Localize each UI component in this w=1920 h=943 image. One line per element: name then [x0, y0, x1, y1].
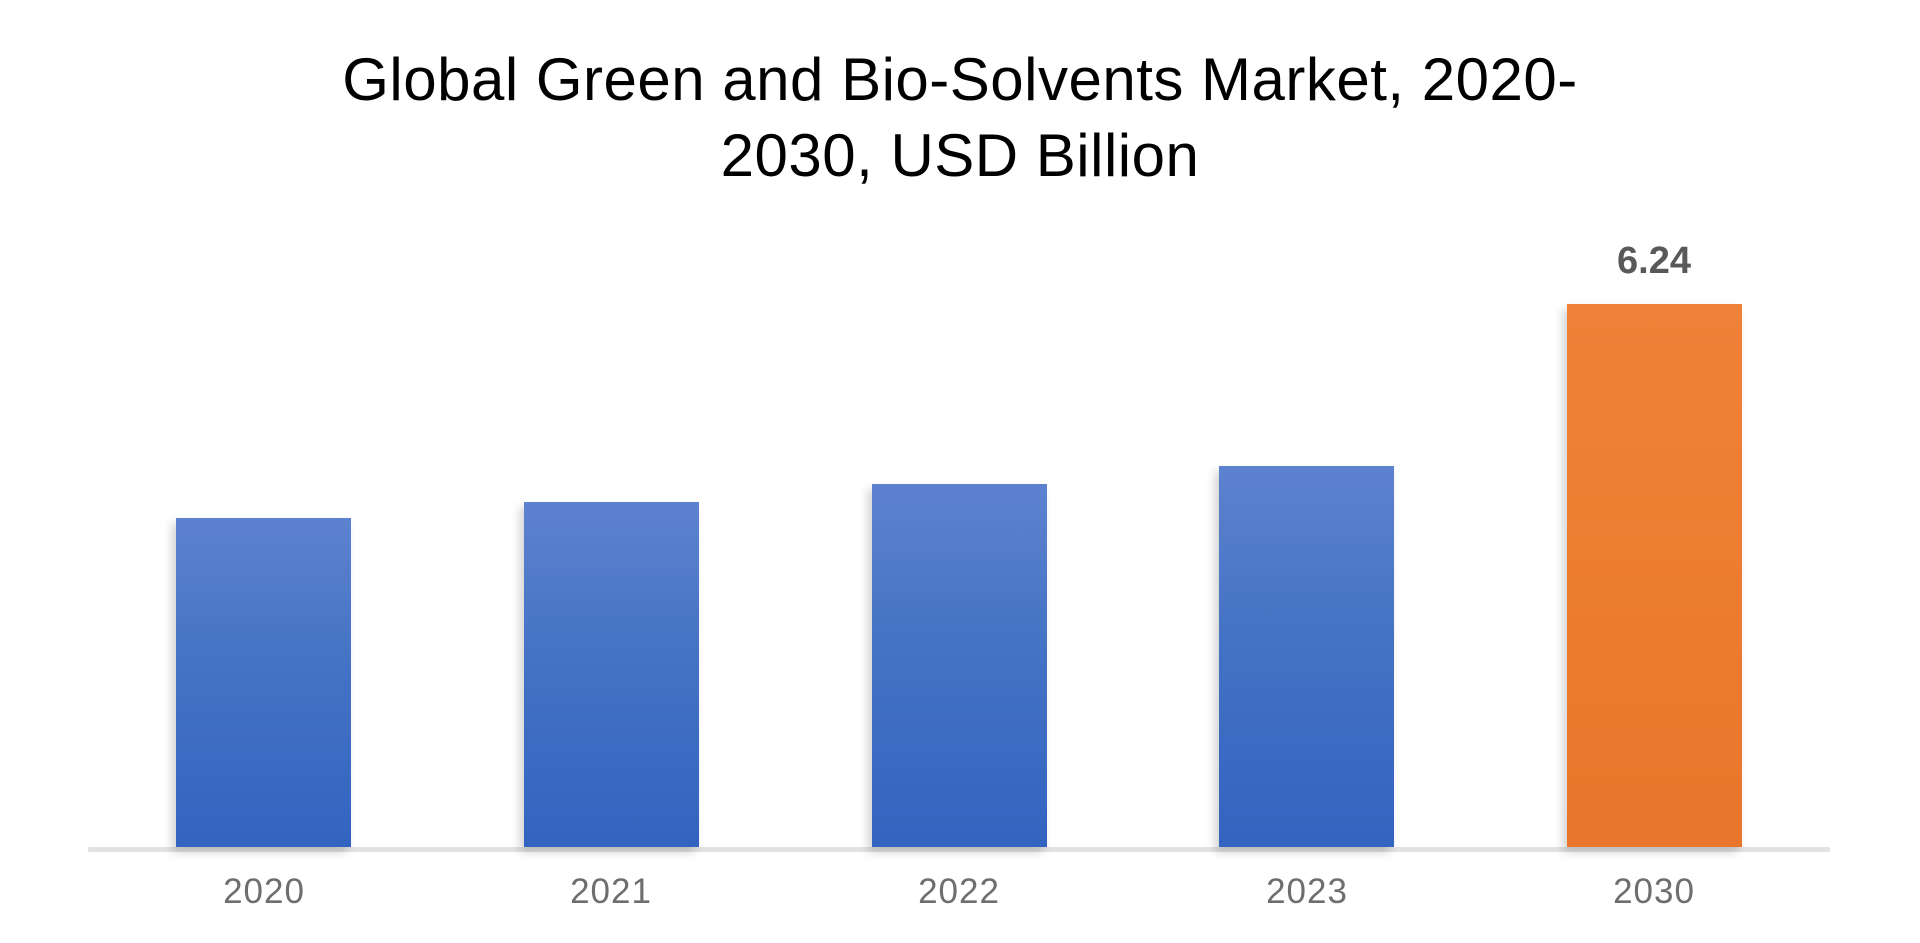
x-axis-line — [88, 847, 1830, 852]
bar-2022 — [872, 484, 1047, 847]
x-tick-2023: 2023 — [1266, 872, 1348, 911]
bar-2020 — [176, 518, 351, 847]
chart-title-line-1: Global Green and Bio-Solvents Market, 20… — [342, 46, 1578, 113]
x-tick-2030: 2030 — [1613, 872, 1695, 911]
chart-title-line-2: 2030, USD Billion — [720, 122, 1200, 189]
bar-2021 — [524, 502, 699, 847]
x-tick-2020: 2020 — [223, 872, 305, 911]
bar-2023 — [1219, 466, 1394, 847]
x-tick-2022: 2022 — [918, 872, 1000, 911]
data-label-2030: 6.24 — [1617, 240, 1691, 282]
chart-title: Global Green and Bio-Solvents Market, 20… — [0, 42, 1920, 194]
x-tick-2021: 2021 — [570, 872, 652, 911]
bar-2030 — [1567, 304, 1742, 847]
